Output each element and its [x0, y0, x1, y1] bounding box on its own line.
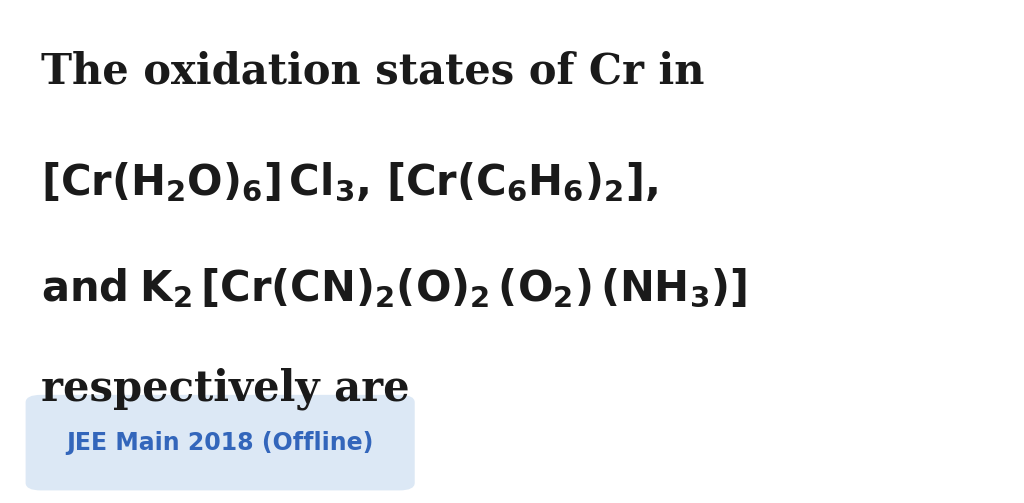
- Text: The oxidation states of Cr in: The oxidation states of Cr in: [41, 50, 705, 92]
- Text: $\mathbf{and\;K_2\,[Cr(CN)_2(O)_2\,(O_2)\,(NH_3)]}$: $\mathbf{and\;K_2\,[Cr(CN)_2(O)_2\,(O_2)…: [41, 267, 746, 310]
- FancyBboxPatch shape: [26, 395, 415, 490]
- Text: JEE Main 2018 (Offline): JEE Main 2018 (Offline): [67, 431, 374, 455]
- Text: $\mathbf{[Cr(H_2O)_6]\,Cl_3,\,[Cr(C_6H_6)_2],}$: $\mathbf{[Cr(H_2O)_6]\,Cl_3,\,[Cr(C_6H_6…: [41, 161, 657, 204]
- Text: respectively are: respectively are: [41, 367, 410, 409]
